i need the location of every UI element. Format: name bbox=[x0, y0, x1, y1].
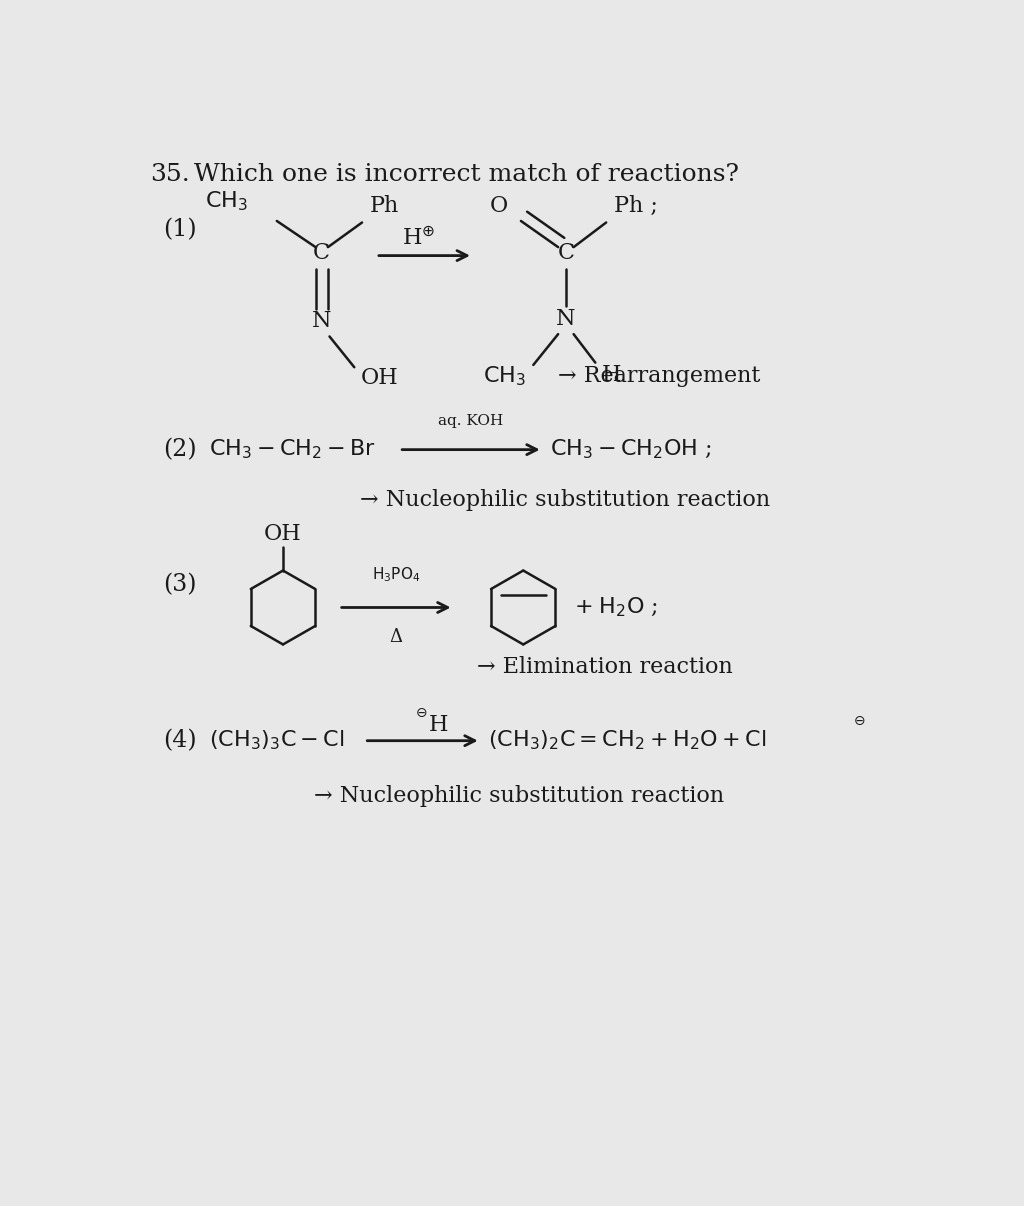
Text: N: N bbox=[312, 310, 332, 332]
Text: C: C bbox=[313, 242, 331, 264]
Text: (1): (1) bbox=[163, 218, 197, 241]
Text: (2): (2) bbox=[163, 438, 197, 461]
Text: $\mathrm{CH_3}-\mathrm{CH_2OH}$ ;: $\mathrm{CH_3}-\mathrm{CH_2OH}$ ; bbox=[550, 438, 713, 461]
Text: OH: OH bbox=[360, 367, 398, 390]
Text: $\ominus$: $\ominus$ bbox=[853, 714, 865, 727]
Text: $\mathrm{CH_3}$: $\mathrm{CH_3}$ bbox=[205, 189, 248, 212]
Text: $(\mathrm{CH_3})_3\mathrm{C}-\mathrm{Cl}$: $(\mathrm{CH_3})_3\mathrm{C}-\mathrm{Cl}… bbox=[209, 728, 345, 753]
Text: (4): (4) bbox=[163, 730, 197, 753]
Text: N: N bbox=[556, 308, 575, 329]
Text: 35.: 35. bbox=[150, 163, 189, 186]
Text: H: H bbox=[601, 364, 621, 386]
Text: H$^{\oplus}$: H$^{\oplus}$ bbox=[402, 227, 435, 250]
Text: → Nucleophilic substitution reaction: → Nucleophilic substitution reaction bbox=[314, 785, 724, 807]
Text: (3): (3) bbox=[163, 573, 197, 596]
Text: $(\mathrm{CH_3})_2\mathrm{C}=\mathrm{CH_2}+\mathrm{H_2O}+\mathrm{Cl}$: $(\mathrm{CH_3})_2\mathrm{C}=\mathrm{CH_… bbox=[488, 728, 767, 753]
Text: $\mathrm{CH_3}-\mathrm{CH_2}-\mathrm{Br}$: $\mathrm{CH_3}-\mathrm{CH_2}-\mathrm{Br}… bbox=[209, 438, 377, 462]
Text: O: O bbox=[489, 194, 508, 217]
Text: C: C bbox=[557, 242, 574, 264]
Text: Ph ;: Ph ; bbox=[614, 194, 657, 217]
Text: OH: OH bbox=[264, 522, 302, 545]
Text: $\ominus$: $\ominus$ bbox=[415, 706, 427, 720]
Text: $\mathrm{H_3PO_4}$: $\mathrm{H_3PO_4}$ bbox=[372, 566, 420, 585]
Text: Δ: Δ bbox=[390, 628, 402, 646]
Text: Which one is incorrect match of reactions?: Which one is incorrect match of reaction… bbox=[194, 163, 739, 186]
Text: H: H bbox=[429, 714, 449, 737]
Text: → Rearrangement: → Rearrangement bbox=[558, 365, 761, 387]
Text: → Nucleophilic substitution reaction: → Nucleophilic substitution reaction bbox=[360, 488, 771, 510]
Text: Ph: Ph bbox=[370, 194, 399, 217]
Text: $+\;\mathrm{H_2O}$ ;: $+\;\mathrm{H_2O}$ ; bbox=[573, 596, 657, 619]
Text: $\mathrm{CH_3}$: $\mathrm{CH_3}$ bbox=[482, 364, 525, 388]
Text: aq. KOH: aq. KOH bbox=[438, 414, 503, 428]
Text: → Elimination reaction: → Elimination reaction bbox=[477, 656, 732, 678]
